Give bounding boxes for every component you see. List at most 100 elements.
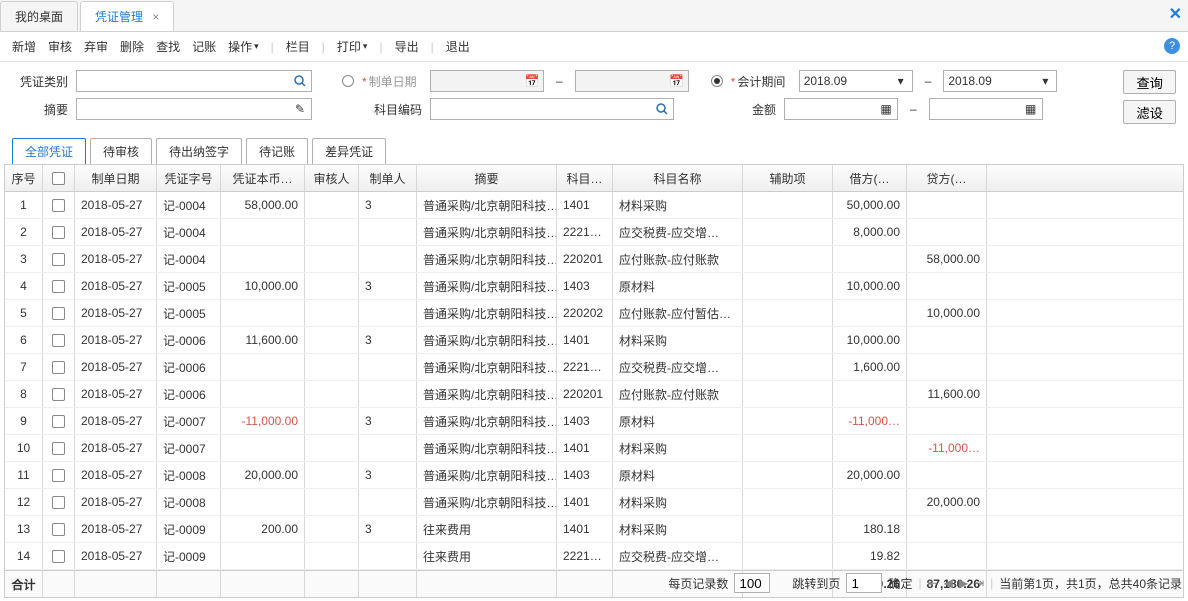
cell-checkbox[interactable]	[43, 327, 75, 353]
checkbox-icon[interactable]	[52, 496, 65, 509]
checkbox-icon[interactable]	[52, 469, 65, 482]
tab-desktop[interactable]: 我的桌面	[0, 1, 78, 31]
make-date-radio[interactable]	[342, 75, 354, 87]
cell-checkbox[interactable]	[43, 273, 75, 299]
table-row[interactable]: 72018-05-27记-0006普通采购/北京朝阳科技…2221…应交税费-应…	[5, 354, 1183, 381]
subtab-diff[interactable]: 差异凭证	[312, 138, 386, 164]
chevron-down-icon[interactable]: ▾	[893, 73, 909, 89]
tab-close-icon[interactable]: ×	[152, 10, 159, 24]
checkbox-icon[interactable]	[52, 307, 65, 320]
table-row[interactable]: 62018-05-27记-000611,600.003普通采购/北京朝阳科技…1…	[5, 327, 1183, 354]
new-button[interactable]: 新增	[12, 38, 36, 55]
query-button[interactable]: 查询	[1123, 70, 1176, 94]
operate-button[interactable]: 操作▾	[228, 38, 259, 55]
checkbox-icon[interactable]	[52, 226, 65, 239]
cell-checkbox[interactable]	[43, 300, 75, 326]
checkbox-icon[interactable]	[52, 334, 65, 347]
cell-checkbox[interactable]	[43, 354, 75, 380]
table-row[interactable]: 102018-05-27记-0007普通采购/北京朝阳科技…1401材料采购-1…	[5, 435, 1183, 462]
amount-from-input[interactable]: ▦	[784, 98, 898, 120]
table-row[interactable]: 82018-05-27记-0006普通采购/北京朝阳科技…220201应付账款-…	[5, 381, 1183, 408]
checkbox-icon[interactable]	[52, 280, 65, 293]
table-row[interactable]: 12018-05-27记-000458,000.003普通采购/北京朝阳科技…1…	[5, 192, 1183, 219]
last-page-icon[interactable]: ⇥	[974, 576, 984, 590]
cell-checkbox[interactable]	[43, 489, 75, 515]
checkbox-icon[interactable]	[52, 361, 65, 374]
col-acc-no[interactable]: 科目…	[557, 165, 613, 191]
table-row[interactable]: 42018-05-27记-000510,000.003普通采购/北京朝阳科技…1…	[5, 273, 1183, 300]
search-icon[interactable]	[292, 73, 308, 89]
table-row[interactable]: 122018-05-27记-0008普通采购/北京朝阳科技…1401材料采购20…	[5, 489, 1183, 516]
cell-checkbox[interactable]	[43, 219, 75, 245]
abandon-button[interactable]: 弃审	[84, 38, 108, 55]
checkbox-icon[interactable]	[52, 523, 65, 536]
help-icon[interactable]: ?	[1164, 38, 1180, 54]
checkbox-icon[interactable]	[52, 253, 65, 266]
cell-checkbox[interactable]	[43, 381, 75, 407]
cell-checkbox[interactable]	[43, 246, 75, 272]
summary-input[interactable]: ✎	[76, 98, 312, 120]
subtab-pend-post[interactable]: 待记账	[246, 138, 308, 164]
table-row[interactable]: 142018-05-27记-0009往来费用2221…应交税费-应交增…19.8…	[5, 543, 1183, 570]
prev-page-icon[interactable]: ◀	[944, 576, 953, 590]
col-auditor[interactable]: 审核人	[305, 165, 359, 191]
make-date-to-input[interactable]: 📅	[575, 70, 689, 92]
col-summary[interactable]: 摘要	[417, 165, 557, 191]
first-page-icon[interactable]: ⇤	[928, 576, 938, 590]
amount-to-input[interactable]: ▦	[929, 98, 1043, 120]
delete-button[interactable]: 删除	[120, 38, 144, 55]
cell-checkbox[interactable]	[43, 435, 75, 461]
col-aux[interactable]: 辅助项	[743, 165, 833, 191]
period-radio[interactable]	[711, 75, 723, 87]
col-debit[interactable]: 借方(…	[833, 165, 907, 191]
col-checkbox[interactable]	[43, 165, 75, 191]
checkbox-icon[interactable]	[52, 550, 65, 563]
voucher-type-input[interactable]	[76, 70, 312, 92]
calc-icon[interactable]: ▦	[878, 101, 894, 117]
period-from-input[interactable]: 2018.09▾	[799, 70, 913, 92]
cell-checkbox[interactable]	[43, 408, 75, 434]
tab-voucher[interactable]: 凭证管理 ×	[80, 1, 174, 31]
checkbox-icon[interactable]	[52, 172, 65, 185]
col-voucher-no[interactable]: 凭证字号	[157, 165, 221, 191]
next-page-icon[interactable]: ▶	[959, 576, 968, 590]
calendar-icon[interactable]: 📅	[669, 73, 685, 89]
cell-checkbox[interactable]	[43, 543, 75, 569]
period-to-input[interactable]: 2018.09▾	[943, 70, 1057, 92]
audit-button[interactable]: 审核	[48, 38, 72, 55]
find-button[interactable]: 查找	[156, 38, 180, 55]
calendar-icon[interactable]: 📅	[524, 73, 540, 89]
table-row[interactable]: 52018-05-27记-0005普通采购/北京朝阳科技…220202应付账款-…	[5, 300, 1183, 327]
col-acc-name[interactable]: 科目名称	[613, 165, 743, 191]
subtab-all[interactable]: 全部凭证	[12, 138, 86, 164]
close-icon[interactable]: ✕	[1169, 4, 1182, 24]
print-button[interactable]: 打印▾	[337, 38, 368, 55]
col-credit[interactable]: 贷方(…	[907, 165, 987, 191]
subtab-pend-audit[interactable]: 待审核	[90, 138, 152, 164]
table-row[interactable]: 112018-05-27记-000820,000.003普通采购/北京朝阳科技……	[5, 462, 1183, 489]
table-row[interactable]: 22018-05-27记-0004普通采购/北京朝阳科技…2221…应交税费-应…	[5, 219, 1183, 246]
page-size-input[interactable]	[734, 573, 770, 593]
post-button[interactable]: 记账	[192, 38, 216, 55]
calc-icon[interactable]: ▦	[1023, 101, 1039, 117]
exit-button[interactable]: 退出	[446, 38, 470, 55]
filter-settings-button[interactable]: 滤设	[1123, 100, 1176, 124]
column-button[interactable]: 栏目	[286, 38, 310, 55]
confirm-button[interactable]: 确定	[888, 575, 912, 592]
col-maker[interactable]: 制单人	[359, 165, 417, 191]
checkbox-icon[interactable]	[52, 388, 65, 401]
table-row[interactable]: 132018-05-27记-0009200.003往来费用1401材料采购180…	[5, 516, 1183, 543]
export-button[interactable]: 导出	[395, 38, 419, 55]
cell-checkbox[interactable]	[43, 462, 75, 488]
subtab-pend-sign[interactable]: 待出纳签字	[156, 138, 242, 164]
col-seq[interactable]: 序号	[5, 165, 43, 191]
col-amount[interactable]: 凭证本币…	[221, 165, 305, 191]
cell-checkbox[interactable]	[43, 192, 75, 218]
table-row[interactable]: 92018-05-27记-0007-11,000.003普通采购/北京朝阳科技……	[5, 408, 1183, 435]
make-date-from-input[interactable]: 📅	[430, 70, 544, 92]
table-row[interactable]: 32018-05-27记-0004普通采购/北京朝阳科技…220201应付账款-…	[5, 246, 1183, 273]
checkbox-icon[interactable]	[52, 199, 65, 212]
acc-code-input[interactable]	[430, 98, 674, 120]
cell-checkbox[interactable]	[43, 516, 75, 542]
checkbox-icon[interactable]	[52, 442, 65, 455]
